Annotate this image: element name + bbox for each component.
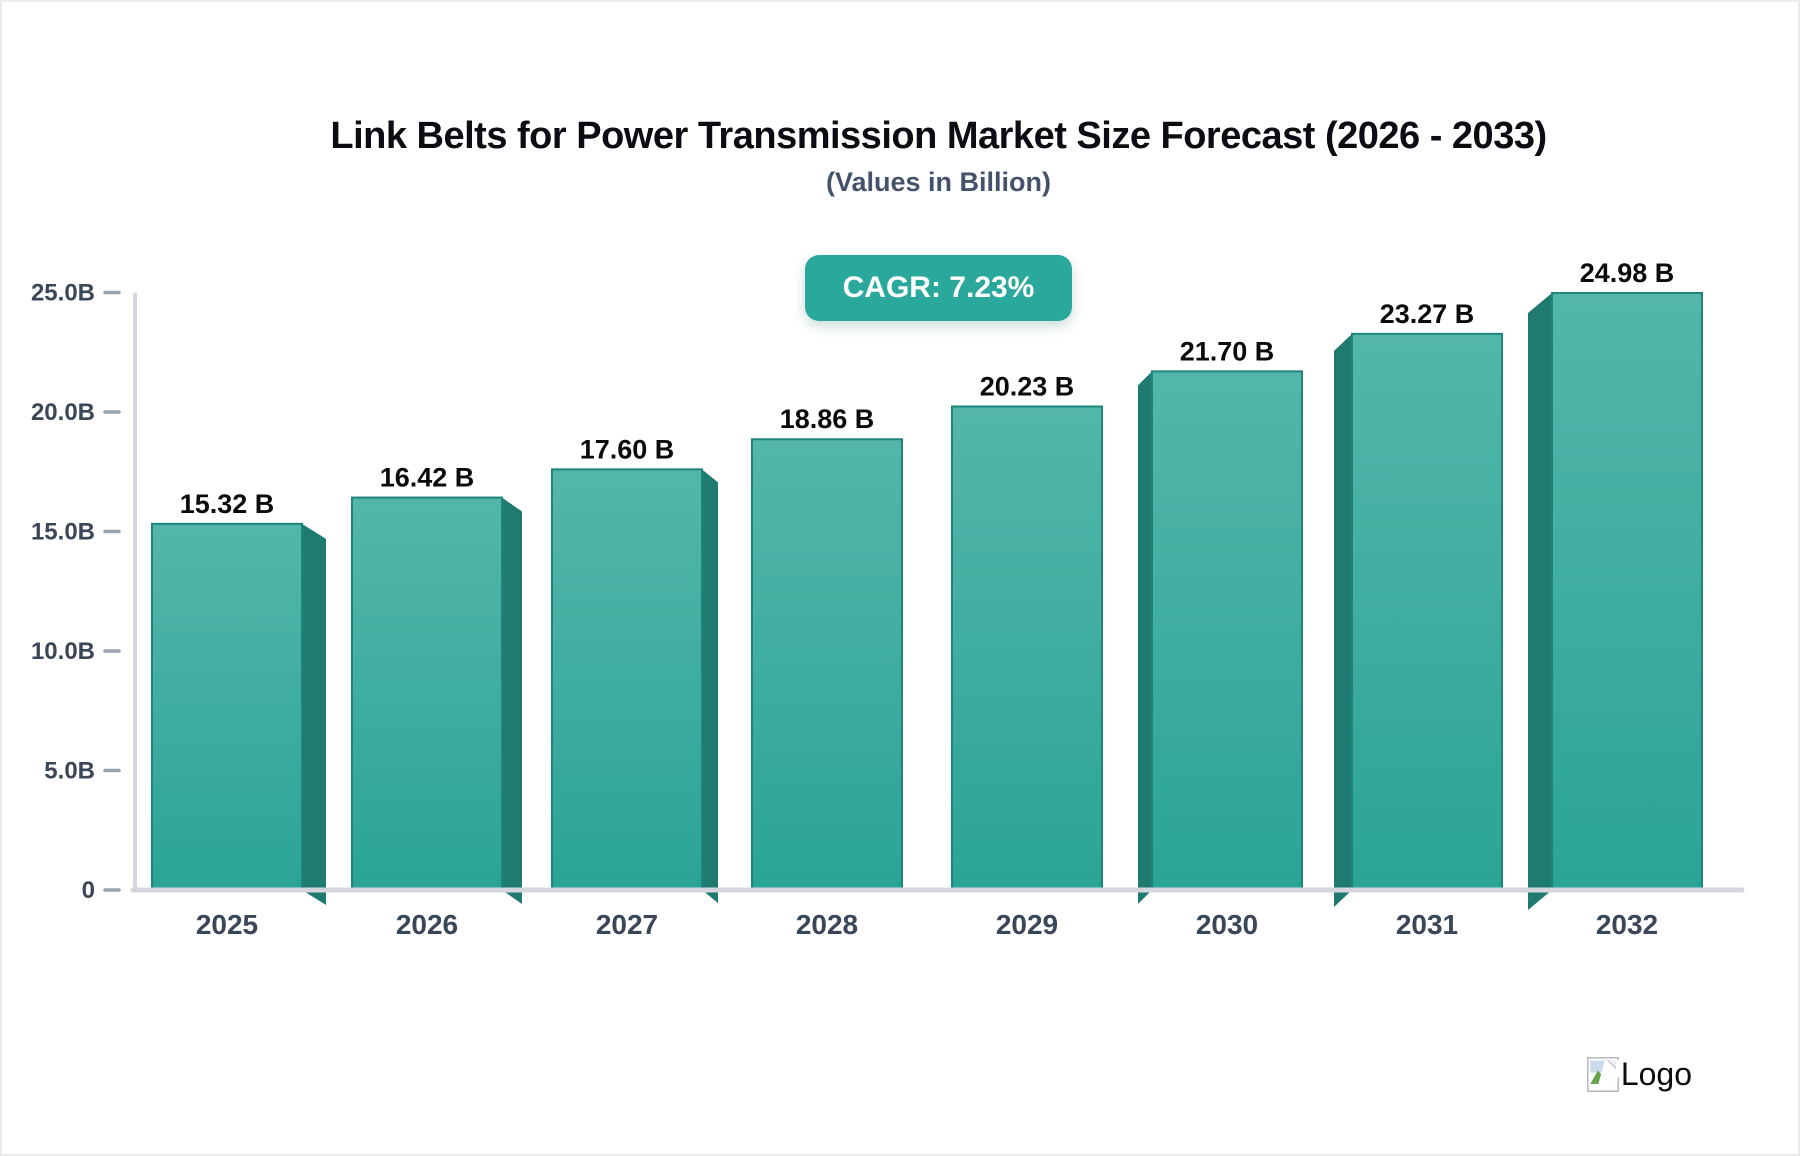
x-axis-label: 2026 [396,909,458,940]
logo: Logo [1586,1056,1692,1093]
bar-front-face [751,438,903,891]
y-axis-label: 25.0B [31,280,95,307]
bar-2032[interactable] [1528,291,1703,910]
bar-side-face [1138,371,1152,904]
bar-2025[interactable] [151,522,326,905]
bar-front-face [151,522,303,891]
chart-header: Link Belts for Power Transmission Market… [75,114,1798,322]
chart-subtitle: (Values in Billion) [825,166,1052,197]
bar-value-label: 23.27 B [1380,299,1475,329]
bar-2030[interactable] [1138,370,1303,904]
bar-side-face [702,469,718,903]
y-axis-label: 15.0B [31,519,95,546]
bar-front-face [1351,332,1503,891]
bar-value-label: 15.32 B [180,489,275,519]
cagr-badge: CAGR: 7.23% [804,255,1073,322]
bar-2027[interactable] [551,468,718,903]
y-axis-label: 5.0B [44,758,95,785]
bar-front-face [351,496,503,891]
x-axis-label: 2030 [1196,909,1258,940]
bar-front-face [1551,291,1703,891]
bar-value-label: 17.60 B [580,434,675,464]
x-axis-label: 2032 [1596,909,1658,940]
bar-2028[interactable] [751,438,903,891]
bar-front-face [551,468,703,891]
bar-value-label: 18.86 B [780,404,875,434]
bar-2026[interactable] [351,496,522,904]
bar-value-label: 20.23 B [980,372,1075,402]
chart-title: Link Belts for Power Transmission Market… [330,115,1547,157]
x-axis-label: 2029 [996,909,1058,940]
bar-side-face [502,497,522,904]
x-axis-label: 2025 [196,909,258,940]
x-axis-label: 2027 [596,909,658,940]
bar-front-face [1151,370,1303,891]
bar-side-face [1334,333,1352,907]
logo-text: Logo [1620,1056,1692,1093]
bar-value-label: 24.98 B [1580,258,1675,288]
y-axis-label: 0 [82,877,95,904]
bar-side-face [1528,292,1552,910]
y-axis-label: 10.0B [31,638,95,665]
x-axis-label: 2028 [796,909,858,940]
y-axis-label: 20.0B [31,399,95,426]
bar-front-face [951,405,1103,891]
bar-2029[interactable] [951,405,1103,891]
bar-value-label: 21.70 B [1180,336,1275,366]
x-axis-label: 2031 [1396,909,1458,940]
bar-value-label: 16.42 B [380,463,475,493]
bar-side-face [302,523,326,905]
broken-image-icon [1586,1057,1619,1092]
bar-2031[interactable] [1334,332,1503,907]
